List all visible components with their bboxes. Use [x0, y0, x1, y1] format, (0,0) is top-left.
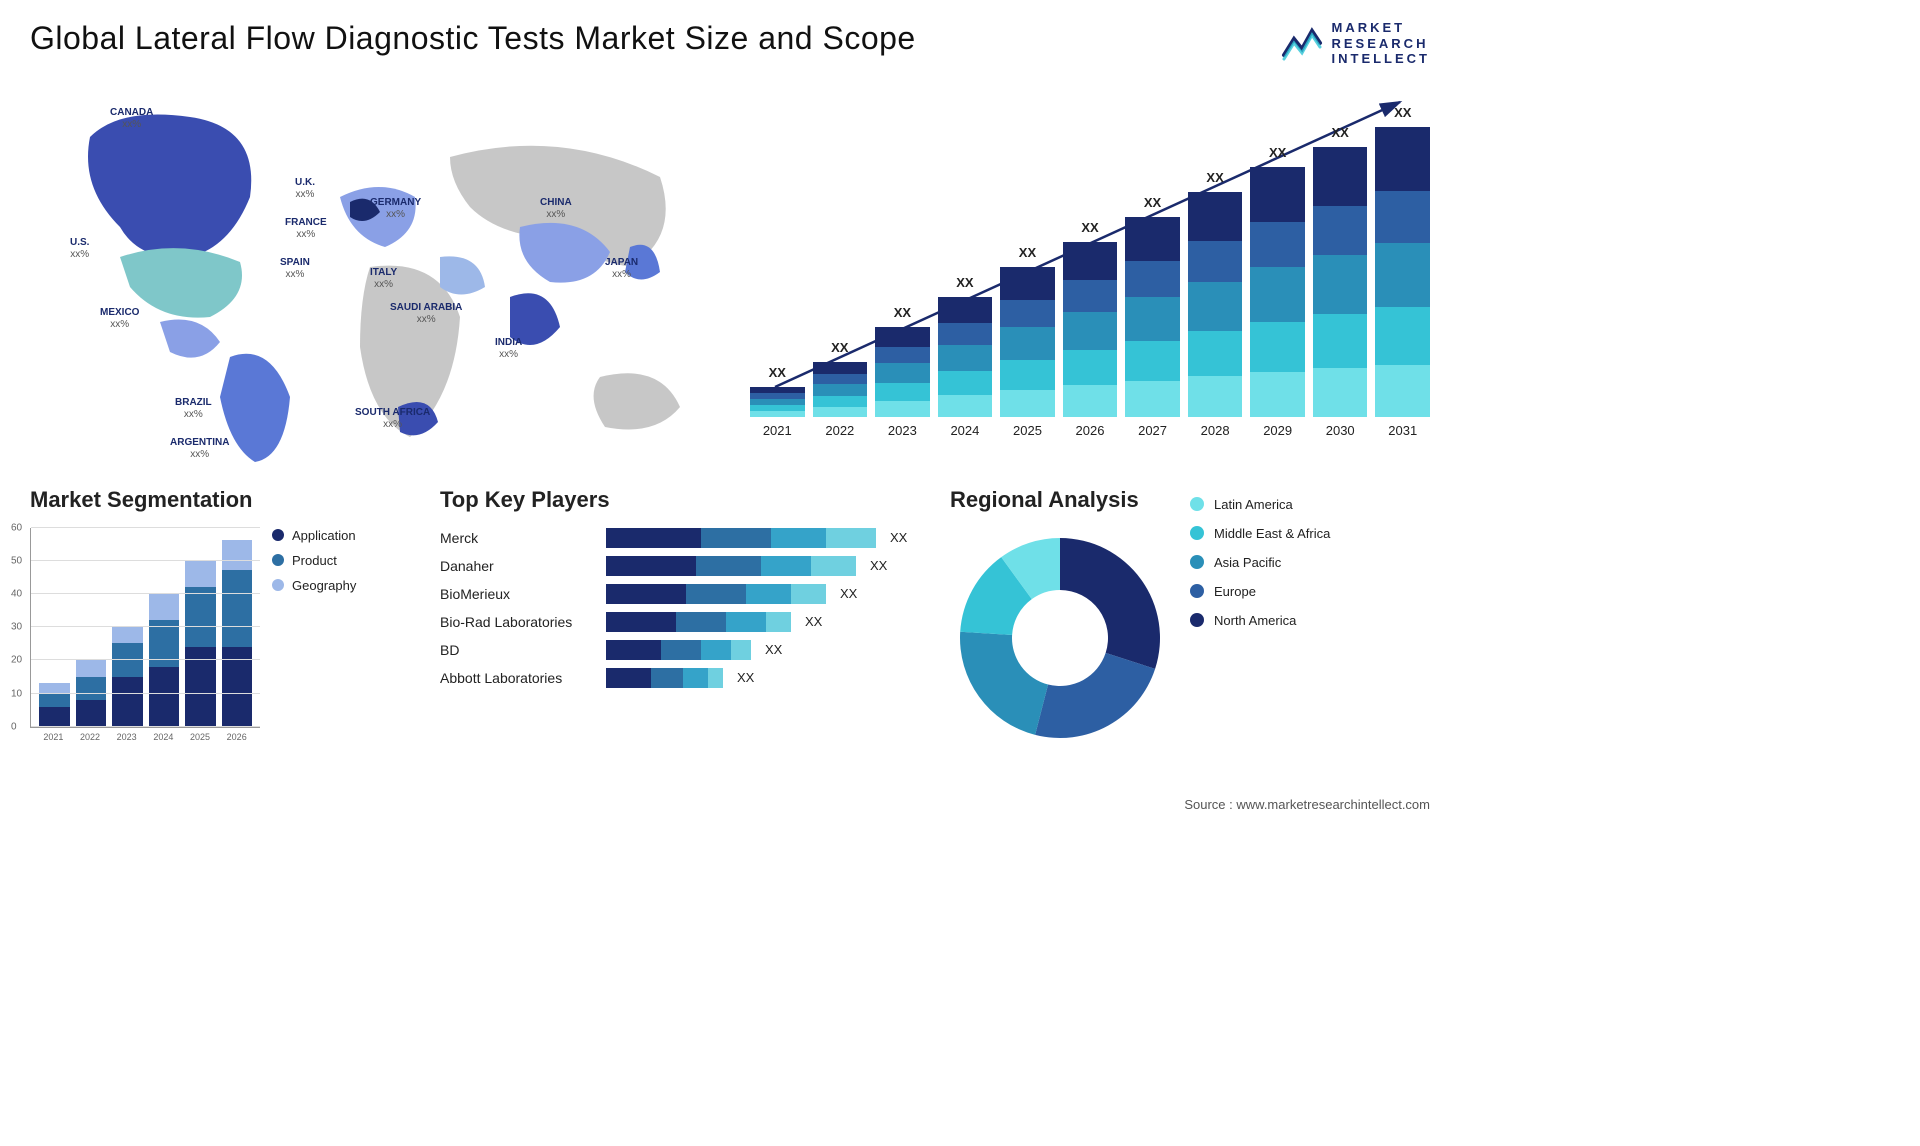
regional-legend: Latin America Middle East & Africa Asia Pa… [1190, 487, 1330, 748]
map-label-uk: U.K.xx% [295, 177, 315, 201]
growth-bar-2025: XX [1000, 267, 1055, 417]
growth-bar-2031: XX [1375, 127, 1430, 417]
reg-legend-latinamerica: Latin America [1190, 497, 1330, 512]
map-label-canada: CANADAxx% [110, 107, 153, 131]
growth-bar-2030: XX [1313, 147, 1368, 417]
map-label-india: INDIAxx% [495, 337, 522, 361]
logo-text-1: MARKET [1332, 20, 1431, 36]
map-label-mexico: MEXICOxx% [100, 307, 139, 331]
growth-bar-2027: XX [1125, 217, 1180, 417]
growth-bar-2026: XX [1063, 242, 1118, 417]
logo-text-3: INTELLECT [1332, 51, 1431, 67]
seg-bar-2026 [222, 540, 253, 727]
player-row-bd: BDXX [440, 640, 920, 660]
reg-legend-middleeastafrica: Middle East & Africa [1190, 526, 1330, 541]
map-label-germany: GERMANYxx% [370, 197, 421, 221]
seg-bar-2023 [112, 627, 143, 727]
regional-panel: Regional Analysis Latin America Middle Ea… [950, 487, 1410, 748]
map-label-spain: SPAINxx% [280, 257, 310, 281]
map-label-us: U.S.xx% [70, 237, 89, 261]
player-row-merck: MerckXX [440, 528, 920, 548]
map-label-china: CHINAxx% [540, 197, 572, 221]
brand-logo: MARKET RESEARCH INTELLECT [1280, 20, 1431, 67]
world-map: CANADAxx% U.S.xx% MEXICOxx% BRAZILxx% ARGENT… [30, 87, 730, 467]
players-title: Top Key Players [440, 487, 920, 513]
player-row-biomerieux: BioMerieuxXX [440, 584, 920, 604]
growth-bar-2024: XX [938, 297, 993, 417]
segmentation-plot: 0102030405060 [30, 528, 260, 728]
segmentation-legend: Application Product Geography [272, 528, 356, 742]
growth-bar-2021: XX [750, 387, 805, 417]
page-title: Global Lateral Flow Diagnostic Tests Mar… [30, 20, 916, 57]
seg-legend-application: Application [272, 528, 356, 543]
seg-legend-product: Product [272, 553, 356, 568]
regional-title: Regional Analysis [950, 487, 1170, 513]
growth-bar-2028: XX [1188, 192, 1243, 417]
player-row-bioradlaboratories: Bio-Rad LaboratoriesXX [440, 612, 920, 632]
reg-legend-europe: Europe [1190, 584, 1330, 599]
segmentation-title: Market Segmentation [30, 487, 410, 513]
seg-legend-geography: Geography [272, 578, 356, 593]
segmentation-panel: Market Segmentation 0102030405060 202120… [30, 487, 410, 748]
reg-legend-asiapacific: Asia Pacific [1190, 555, 1330, 570]
growth-bar-2022: XX [813, 362, 868, 417]
reg-legend-northamerica: North America [1190, 613, 1330, 628]
seg-bar-2021 [39, 683, 70, 726]
players-panel: Top Key Players MerckXX DanaherXX BioMerie… [440, 487, 920, 748]
source-label: Source : www.marketresearchintellect.com [1184, 797, 1430, 812]
map-label-brazil: BRAZILxx% [175, 397, 212, 421]
regional-donut [950, 528, 1170, 748]
player-row-abbottlaboratories: Abbott LaboratoriesXX [440, 668, 920, 688]
map-label-japan: JAPANxx% [605, 257, 638, 281]
growth-bar-2023: XX [875, 327, 930, 417]
growth-chart: XXXXXXXXXXXXXXXXXXXXXX 20212022202320242… [750, 87, 1430, 447]
map-label-argentina: ARGENTINAxx% [170, 437, 229, 461]
map-label-italy: ITALYxx% [370, 267, 397, 291]
logo-text-2: RESEARCH [1332, 36, 1431, 52]
growth-bar-2029: XX [1250, 167, 1305, 417]
player-row-danaher: DanaherXX [440, 556, 920, 576]
seg-bar-2025 [185, 560, 216, 727]
map-label-france: FRANCExx% [285, 217, 327, 241]
map-label-saudiarabia: SAUDI ARABIAxx% [390, 302, 462, 326]
map-label-southafrica: SOUTH AFRICAxx% [355, 407, 430, 431]
